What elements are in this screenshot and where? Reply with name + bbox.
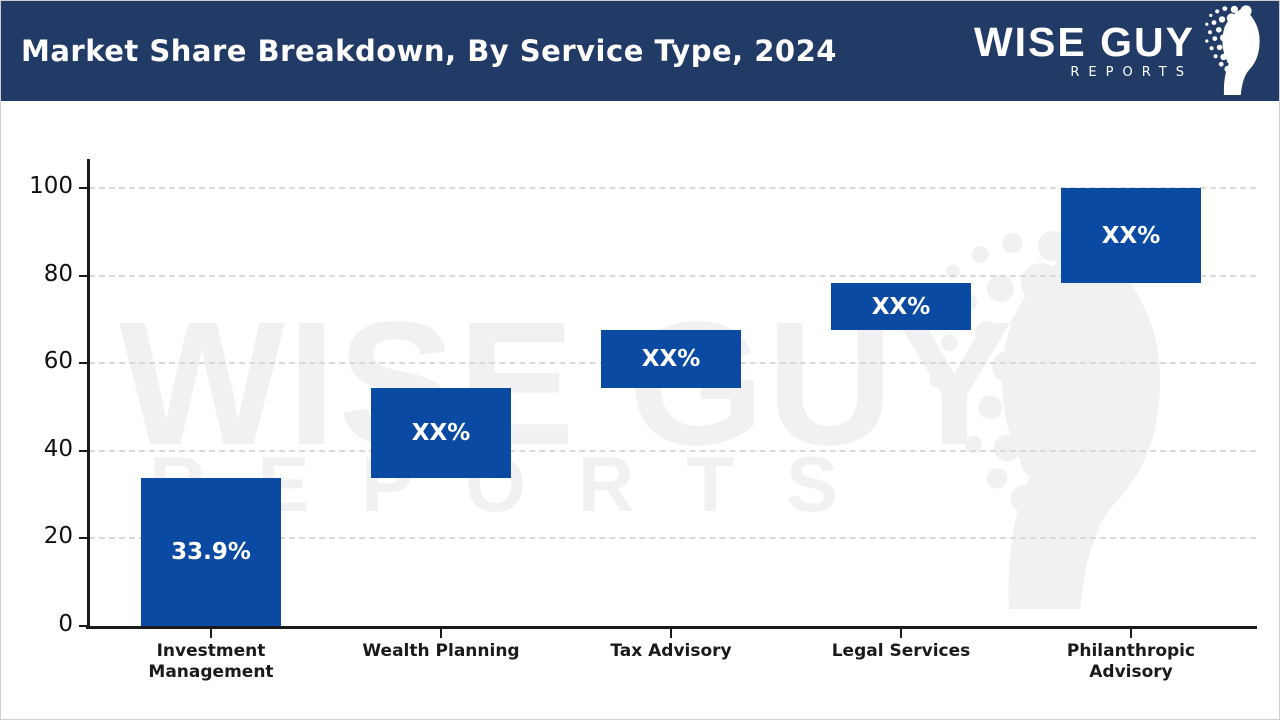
wise-guy-reports-logo: WISE GUY REPORTS — [973, 3, 1279, 99]
wise-guy-head-icon — [1181, 3, 1267, 99]
gridline-100 — [89, 187, 1256, 189]
bar-investment-management: 33.9% — [141, 477, 281, 626]
y-tick-label-60: 60 — [43, 348, 73, 375]
y-tick-mark-100 — [79, 187, 88, 189]
bar-legal-services: XX% — [831, 283, 971, 330]
y-tick-label-20: 20 — [43, 523, 73, 550]
y-tick-mark-20 — [79, 537, 88, 540]
y-tick-mark-0 — [79, 625, 88, 627]
bar-value-label: XX% — [1101, 222, 1161, 249]
y-tick-label-40: 40 — [43, 435, 73, 462]
logo-text: WISE GUY REPORTS — [973, 19, 1195, 81]
bar-philanthropic-advisory: XX% — [1061, 188, 1201, 284]
gridline-40 — [89, 449, 1256, 452]
y-tick-mark-40 — [79, 449, 88, 452]
category-label-3: Tax Advisory — [610, 641, 732, 661]
x-tick-mark-4 — [900, 629, 902, 638]
y-tick-mark-60 — [79, 362, 88, 365]
category-label-2: Wealth Planning — [362, 641, 520, 661]
gridline-20 — [89, 537, 1256, 540]
y-tick-label-80: 80 — [43, 260, 73, 287]
bar-value-label: XX% — [641, 346, 701, 373]
x-tick-mark-3 — [670, 629, 672, 638]
y-tick-label-0: 0 — [58, 611, 73, 637]
bar-wealth-planning: XX% — [371, 388, 511, 478]
logo-line2: REPORTS — [1070, 65, 1193, 80]
page-title: Market Share Breakdown, By Service Type,… — [21, 34, 837, 68]
y-axis-line — [87, 159, 90, 629]
y-tick-label-100: 100 — [29, 173, 73, 199]
category-label-1: Investment Management — [148, 641, 274, 682]
x-tick-mark-2 — [440, 629, 442, 638]
header-bar: Market Share Breakdown, By Service Type,… — [1, 1, 1279, 101]
bar-value-label: 33.9% — [171, 538, 251, 565]
category-label-5: Philanthropic Advisory — [1066, 641, 1196, 682]
gridline-80 — [89, 274, 1256, 277]
bar-tax-advisory: XX% — [601, 329, 741, 389]
bar-value-label: XX% — [871, 293, 931, 320]
x-axis-line — [86, 626, 1257, 629]
y-tick-mark-80 — [79, 274, 88, 277]
logo-line1: WISE GUY — [973, 19, 1195, 65]
bar-value-label: XX% — [411, 419, 471, 446]
category-label-4: Legal Services — [831, 641, 971, 661]
x-tick-mark-5 — [1130, 629, 1132, 638]
x-tick-mark-1 — [210, 629, 212, 638]
